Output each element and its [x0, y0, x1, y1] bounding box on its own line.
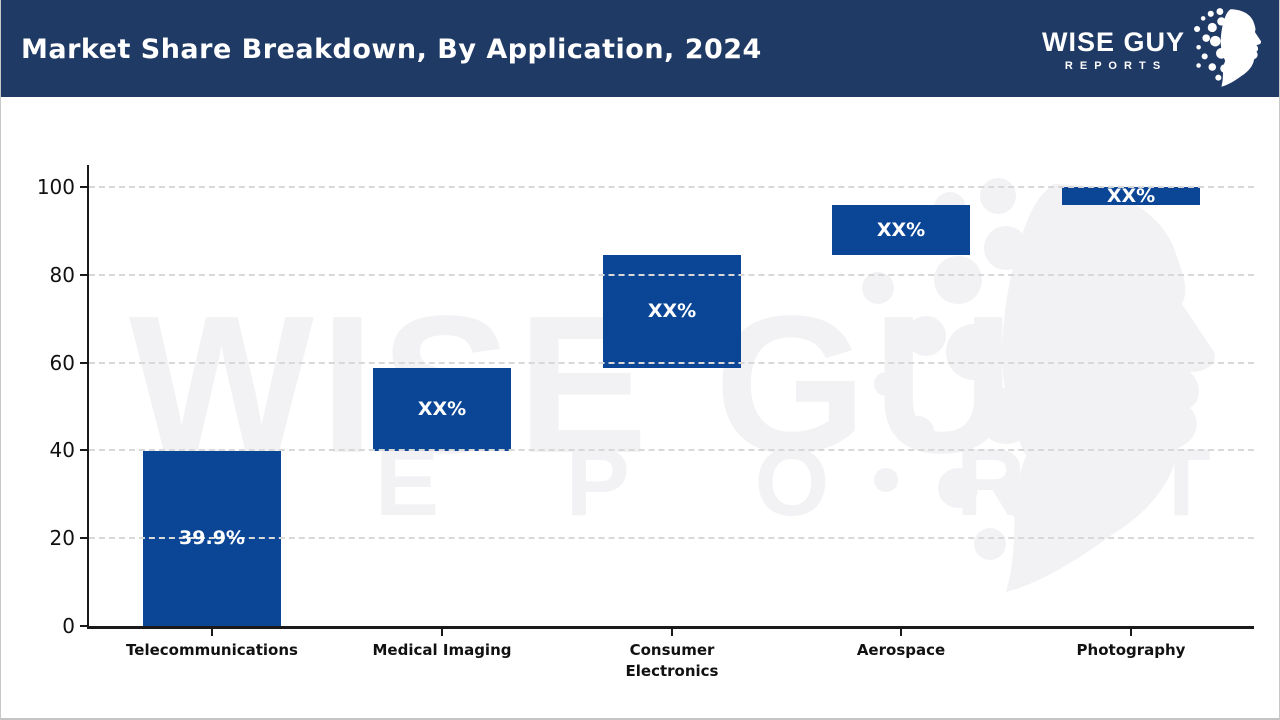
- bar-value-label-4: XX%: [876, 218, 926, 241]
- x-axis-tick: [900, 628, 902, 636]
- x-axis-tick: [211, 628, 213, 636]
- bar-segment-4: [832, 204, 970, 256]
- y-axis-tick: [80, 537, 88, 540]
- logo-wordmark: WISE GUY: [1041, 27, 1185, 57]
- y-axis-tick: [80, 449, 88, 452]
- x-axis-tick: [441, 628, 443, 636]
- x-axis-tick: [1130, 628, 1132, 636]
- bar-value-label-1: 39.9%: [179, 527, 245, 550]
- y-axis-tick-label: 60: [49, 350, 75, 375]
- x-axis-line: [87, 626, 1254, 629]
- gridline-60: [89, 361, 1254, 364]
- x-axis-tick: [671, 628, 673, 636]
- gridline-40: [89, 449, 1254, 452]
- x-axis-tick-label: Photography: [1076, 641, 1186, 659]
- chart-title: Market Share Breakdown, By Application, …: [21, 34, 762, 65]
- bar-value-label-2: XX%: [417, 398, 467, 421]
- y-axis-tick-label: 0: [62, 614, 75, 638]
- gridline-80: [89, 273, 1254, 276]
- wise-guy-logo: WISE GUY R E P O R T S: [1031, 0, 1271, 97]
- logo-face-icon: [1194, 8, 1262, 87]
- y-axis-line: [87, 165, 89, 629]
- x-axis-tick-label: Medical Imaging: [372, 641, 512, 659]
- bar-segment-5: [1062, 187, 1200, 205]
- bar-value-label-5: XX%: [1106, 184, 1156, 207]
- y-axis-tick: [80, 361, 88, 364]
- gridline-20: [89, 537, 1254, 540]
- logo-subtext: R E P O R T S: [1064, 60, 1163, 72]
- y-axis-tick-label: 100: [36, 175, 75, 199]
- bar-value-label-3: XX%: [647, 300, 697, 323]
- y-axis-tick: [80, 186, 88, 188]
- header-bar: Market Share Breakdown, By Application, …: [1, 0, 1279, 97]
- x-axis-tick-label: Telecommunications: [126, 641, 298, 659]
- y-axis-tick-label: 40: [49, 438, 75, 463]
- y-axis-tick-label: 20: [49, 526, 75, 551]
- x-axis-tick-label: Aerospace: [856, 641, 946, 659]
- y-axis-tick: [80, 273, 88, 276]
- gridline-100: [89, 186, 1254, 188]
- y-axis-tick: [80, 625, 88, 627]
- watermark-face-icon: [862, 178, 1215, 592]
- bar-segment-2: [373, 367, 511, 451]
- y-axis-tick-label: 80: [49, 262, 75, 287]
- x-axis-tick-label: Consumer Electronics: [625, 641, 719, 680]
